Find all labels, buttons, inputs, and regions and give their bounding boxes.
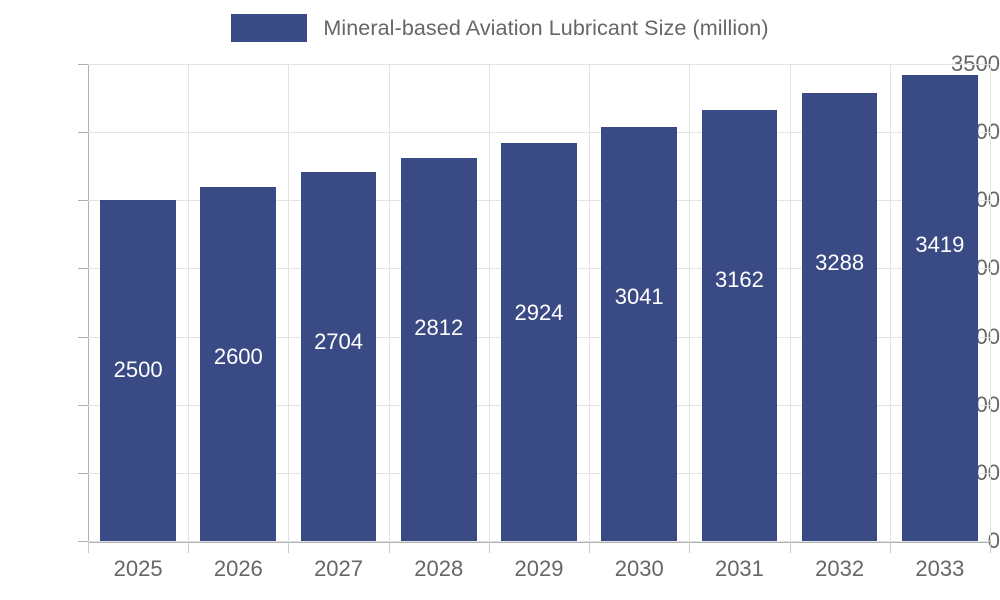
bar-value-label: 3288 [815,249,865,275]
y-tick-mark [78,268,88,270]
x-tick-mark [88,542,89,553]
y-tick-mark [78,541,88,542]
plot-area: 2500 2600 2704 2812 2924 3041 3162 3288 3419 [88,64,991,542]
y-tick-mark [78,132,88,134]
bar-value-label: 2600 [213,343,263,369]
y-tick-mark [78,472,88,474]
bar-value-label: 2704 [314,329,364,355]
bar[interactable] [501,142,577,541]
x-gridline [489,64,490,541]
x-tick-label: 2032 [815,556,865,581]
x-tick-label: 2027 [314,556,364,581]
y-gridline [88,132,990,134]
bar[interactable] [701,110,778,541]
x-gridline [188,64,189,541]
x-tick-mark [990,542,991,553]
x-tick-mark [188,542,189,553]
x-tick-label: 2025 [113,556,163,581]
bar-value-label: 2500 [113,357,163,383]
bar[interactable] [200,186,277,541]
x-tick-mark [589,542,590,553]
y-gridline [88,64,990,65]
bar[interactable] [801,92,878,541]
x-tick-label: 2031 [714,556,764,581]
x-gridline [790,64,791,541]
x-gridline [389,64,390,541]
x-gridline [589,64,590,541]
y-tick-label: 3500 [951,51,1000,76]
chart-legend: Mineral-based Aviation Lubricant Size (m… [0,10,1000,46]
x-tick-label: 2029 [514,556,564,581]
x-tick-mark [689,542,690,553]
x-tick-mark [489,542,490,553]
x-tick-mark [790,542,791,553]
x-gridline [689,64,690,541]
x-tick-label: 2030 [614,556,664,581]
y-tick-mark [78,404,88,406]
y-tick-mark [78,64,88,65]
bar-value-label: 2812 [414,314,464,340]
bar[interactable] [100,200,176,541]
bar-value-label: 3041 [614,283,664,309]
bar[interactable] [400,157,477,541]
legend-swatch-icon [231,14,308,42]
x-gridline [890,64,891,541]
y-tick-mark [78,336,88,338]
y-axis-line [88,64,89,542]
x-tick-label: 2033 [915,556,965,581]
x-tick-mark [890,542,891,553]
x-tick-mark [389,542,390,553]
x-gridline [990,64,991,541]
y-tick-mark [78,200,88,202]
bar-value-label: 3162 [714,267,764,293]
x-tick-label: 2026 [213,556,263,581]
bar-value-label: 2924 [514,299,564,325]
bar-value-label: 3419 [915,232,965,258]
bar[interactable] [902,75,978,541]
bar[interactable] [300,172,377,541]
legend-label: Mineral-based Aviation Lubricant Size (m… [323,15,769,40]
x-tick-mark [288,542,289,553]
x-tick-label: 2028 [414,556,464,581]
y-gridline [88,541,990,542]
bar[interactable] [601,126,678,541]
x-gridline [288,64,289,541]
x-axis-line [88,541,990,543]
